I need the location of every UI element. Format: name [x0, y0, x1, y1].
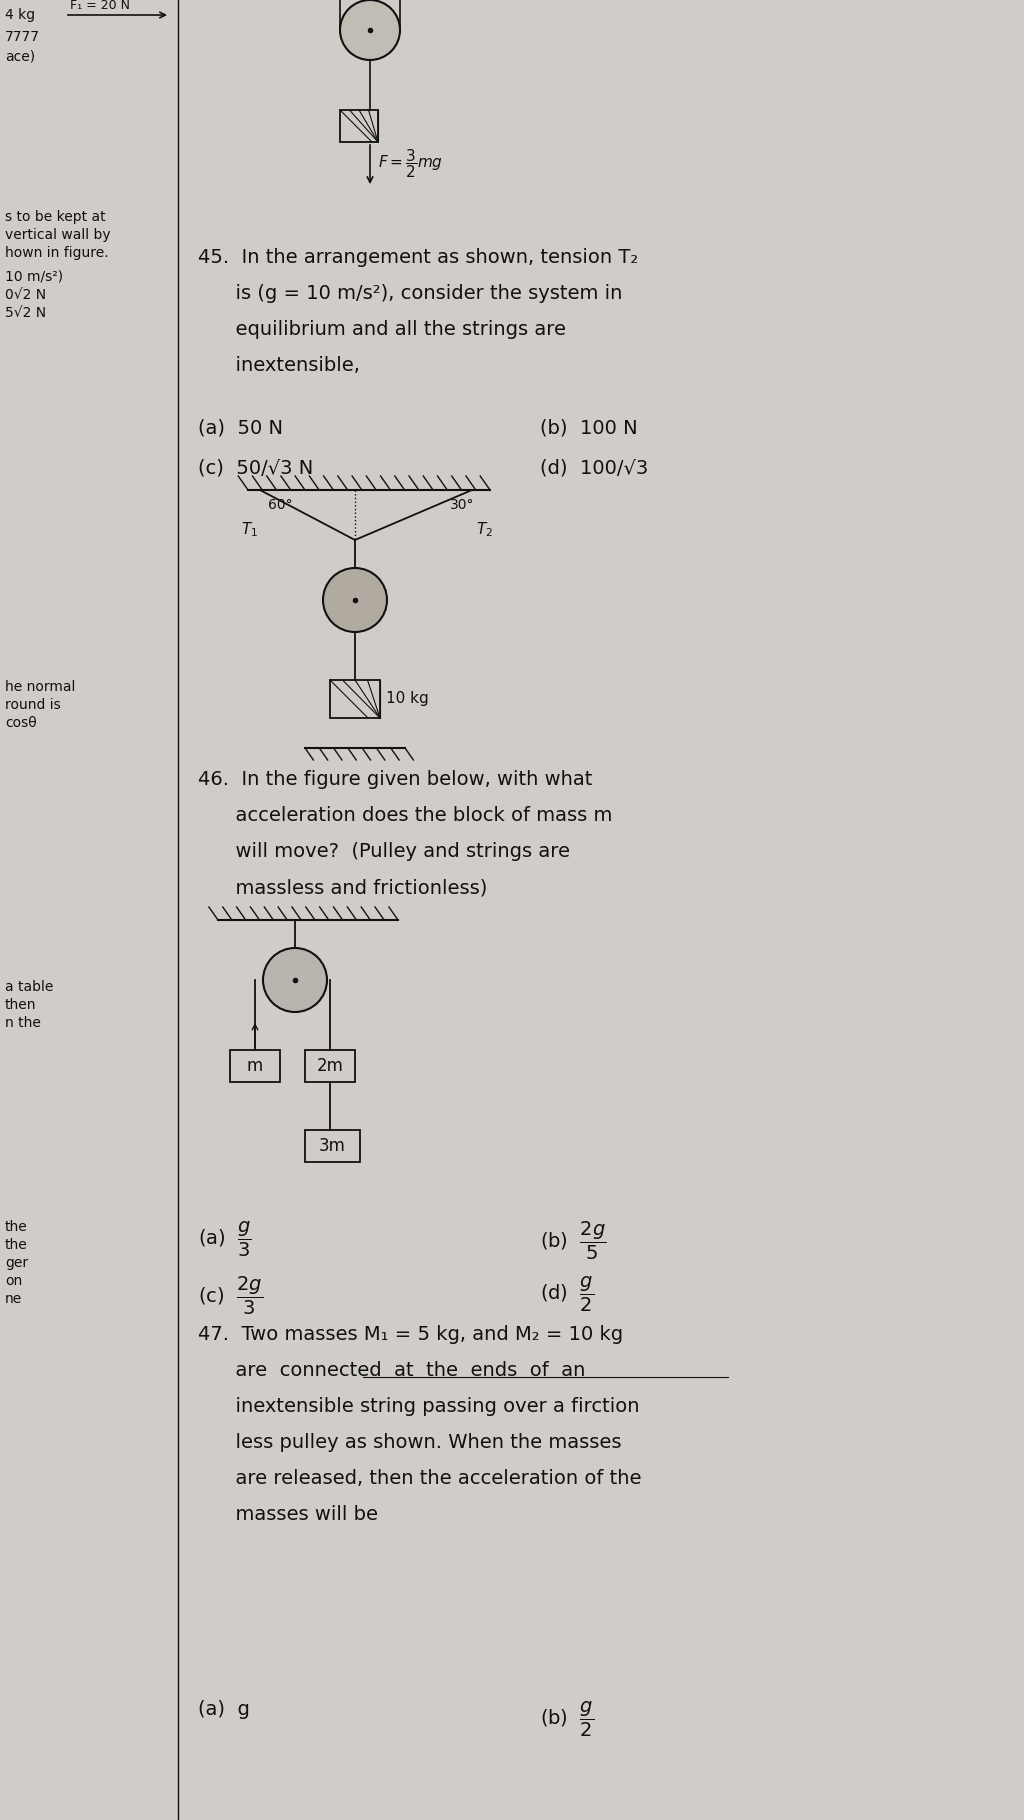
- Text: vertical wall by: vertical wall by: [5, 228, 111, 242]
- Text: a table: a table: [5, 979, 53, 994]
- Text: on: on: [5, 1274, 23, 1289]
- Text: ace): ace): [5, 49, 35, 64]
- Text: m: m: [247, 1057, 263, 1076]
- Text: 2m: 2m: [316, 1057, 343, 1076]
- Text: (b)  $\dfrac{2g}{5}$: (b) $\dfrac{2g}{5}$: [540, 1219, 607, 1261]
- Text: (b)  100 N: (b) 100 N: [540, 419, 638, 437]
- Text: are  connected  at  the  ends  of  an: are connected at the ends of an: [198, 1361, 586, 1380]
- Text: 7777: 7777: [5, 29, 40, 44]
- Text: equilibrium and all the strings are: equilibrium and all the strings are: [198, 320, 566, 339]
- Circle shape: [323, 568, 387, 632]
- Text: 10 kg: 10 kg: [386, 692, 429, 706]
- Text: round is: round is: [5, 699, 60, 712]
- Text: (d)  $\dfrac{g}{2}$: (d) $\dfrac{g}{2}$: [540, 1276, 594, 1314]
- Text: 30°: 30°: [450, 499, 474, 511]
- Text: inextensible string passing over a firction: inextensible string passing over a firct…: [198, 1398, 640, 1416]
- Text: (c)  50/√3 N: (c) 50/√3 N: [198, 459, 313, 477]
- Text: (a)  50 N: (a) 50 N: [198, 419, 283, 437]
- Text: ne: ne: [5, 1292, 23, 1307]
- Text: will move?  (Pulley and strings are: will move? (Pulley and strings are: [198, 843, 570, 861]
- Bar: [305, 1130, 360, 1161]
- Text: are released, then the acceleration of the: are released, then the acceleration of t…: [198, 1469, 641, 1489]
- Text: acceleration does the block of mass m: acceleration does the block of mass m: [198, 806, 612, 824]
- Text: then: then: [5, 997, 37, 1012]
- Bar: [305, 1050, 355, 1083]
- Bar: [230, 1050, 280, 1083]
- Text: 45.  In the arrangement as shown, tension T₂: 45. In the arrangement as shown, tension…: [198, 248, 638, 268]
- Text: hown in figure.: hown in figure.: [5, 246, 109, 260]
- Text: less pulley as shown. When the masses: less pulley as shown. When the masses: [198, 1432, 622, 1452]
- Text: (b)  $\dfrac{g}{2}$: (b) $\dfrac{g}{2}$: [540, 1700, 594, 1740]
- Text: massless and frictionless): massless and frictionless): [198, 877, 487, 897]
- Circle shape: [263, 948, 327, 1012]
- Text: n the: n the: [5, 1016, 41, 1030]
- Text: 4 kg: 4 kg: [5, 7, 35, 22]
- Text: the: the: [5, 1219, 28, 1234]
- Text: masses will be: masses will be: [198, 1505, 378, 1523]
- Text: 47.  Two masses M₁ = 5 kg, and M₂ = 10 kg: 47. Two masses M₁ = 5 kg, and M₂ = 10 kg: [198, 1325, 624, 1343]
- Text: (d)  100/√3: (d) 100/√3: [540, 459, 648, 477]
- Bar: [330, 681, 380, 719]
- Text: s to be kept at: s to be kept at: [5, 209, 105, 224]
- Text: $T_2$: $T_2$: [476, 521, 493, 539]
- Text: $T_1$: $T_1$: [241, 521, 258, 539]
- Text: 46.  In the figure given below, with what: 46. In the figure given below, with what: [198, 770, 592, 790]
- Text: inextensible,: inextensible,: [198, 357, 359, 375]
- Text: cosθ: cosθ: [5, 715, 37, 730]
- Text: $F=\dfrac{3}{2}mg$: $F=\dfrac{3}{2}mg$: [378, 147, 443, 180]
- Text: (a)  $\dfrac{g}{3}$: (a) $\dfrac{g}{3}$: [198, 1219, 252, 1259]
- Text: 3m: 3m: [319, 1138, 346, 1156]
- Text: 10 m/s²): 10 m/s²): [5, 269, 63, 284]
- Text: ger: ger: [5, 1256, 28, 1270]
- Text: 60°: 60°: [268, 499, 293, 511]
- Text: the: the: [5, 1238, 28, 1252]
- Text: 0√2 N: 0√2 N: [5, 288, 46, 302]
- Text: 5√2 N: 5√2 N: [5, 306, 46, 320]
- Bar: [340, 109, 378, 142]
- Text: (c)  $\dfrac{2g}{3}$: (c) $\dfrac{2g}{3}$: [198, 1276, 263, 1318]
- Text: (a)  g: (a) g: [198, 1700, 250, 1720]
- Text: is (g = 10 m/s²), consider the system in: is (g = 10 m/s²), consider the system in: [198, 284, 623, 302]
- Text: he normal: he normal: [5, 681, 76, 693]
- Circle shape: [340, 0, 400, 60]
- Text: F₁ = 20 N: F₁ = 20 N: [70, 0, 130, 13]
